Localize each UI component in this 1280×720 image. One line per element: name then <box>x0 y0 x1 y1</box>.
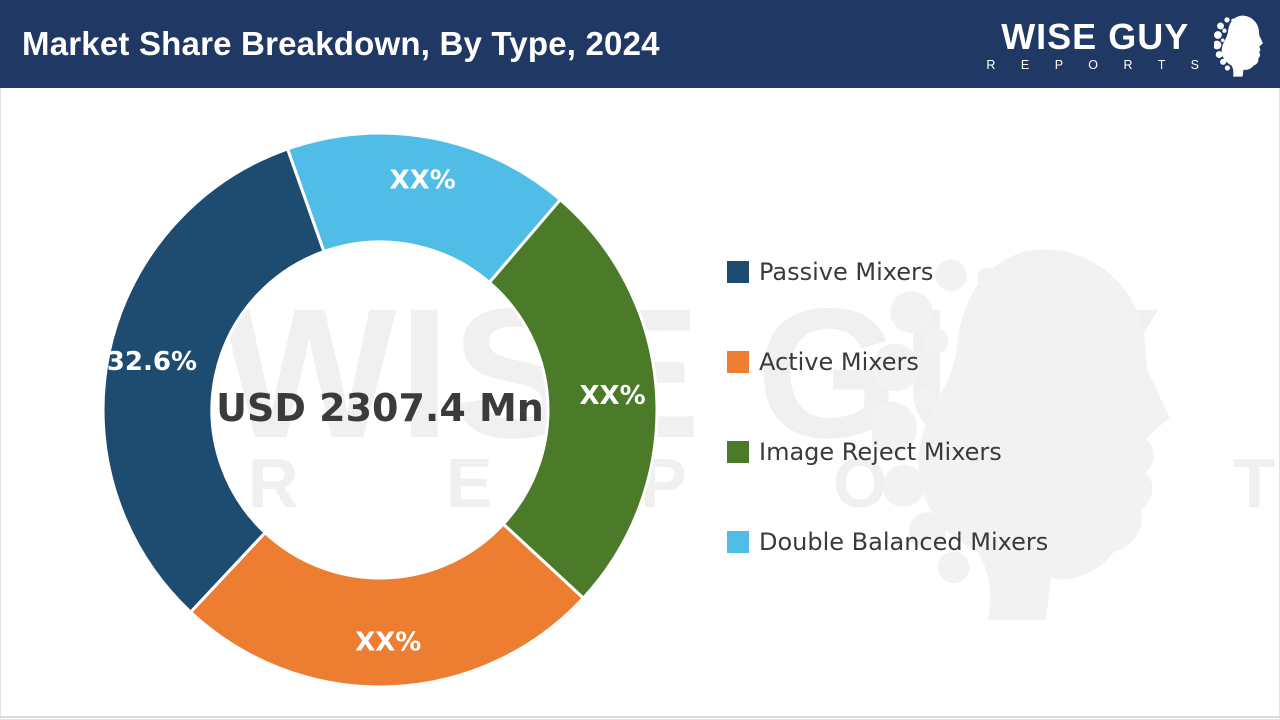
chart-center-value: USD 2307.4 Mn <box>216 386 544 430</box>
legend-label: Image Reject Mixers <box>759 438 1002 466</box>
slice-label-image-reject-mixers: XX% <box>580 381 646 411</box>
logo-head-icon <box>1214 12 1266 78</box>
slice-passive-mixers <box>101 147 326 614</box>
legend-swatch-active-mixers <box>727 351 749 373</box>
legend-label: Passive Mixers <box>759 258 934 286</box>
slice-active-mixers <box>189 522 585 689</box>
header-bar: Market Share Breakdown, By Type, 2024 WI… <box>0 0 1280 88</box>
logo-text: WISE GUY R E P O R T S <box>980 15 1210 72</box>
legend-swatch-double-balanced-mixers <box>727 531 749 553</box>
legend-item-active-mixers: Active Mixers <box>727 345 1048 379</box>
bottom-border-line <box>0 716 1280 718</box>
legend-swatch-image-reject-mixers <box>727 441 749 463</box>
legend-swatch-passive-mixers <box>727 261 749 283</box>
logo-wordmark: WISE GUY <box>1001 15 1190 57</box>
slice-label-passive-mixers: 32.6% <box>107 347 197 377</box>
page-title: Market Share Breakdown, By Type, 2024 <box>22 25 660 62</box>
legend-label: Double Balanced Mixers <box>759 528 1049 556</box>
legend-item-double-balanced-mixers: Double Balanced Mixers <box>727 525 1048 559</box>
legend-item-passive-mixers: Passive Mixers <box>727 255 1048 289</box>
legend-item-image-reject-mixers: Image Reject Mixers <box>727 435 1048 469</box>
wise-guy-reports-logo: WISE GUY R E P O R T S <box>980 8 1266 82</box>
slice-label-active-mixers: XX% <box>355 627 421 657</box>
slice-image-reject-mixers <box>487 198 659 600</box>
chart-legend: Passive Mixers Active Mixers Image Rejec… <box>727 255 1048 615</box>
legend-label: Active Mixers <box>759 348 919 376</box>
slice-label-double-balanced-mixers: XX% <box>390 165 456 195</box>
logo-reports-text: R E P O R T S <box>986 57 1210 72</box>
